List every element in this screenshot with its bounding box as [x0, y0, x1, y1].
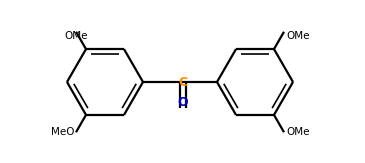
Text: OMe: OMe	[286, 31, 310, 41]
Text: O: O	[178, 96, 188, 109]
Text: OMe: OMe	[64, 31, 88, 41]
Text: OMe: OMe	[286, 127, 310, 137]
Text: MeO: MeO	[50, 127, 74, 137]
Text: C: C	[178, 75, 188, 89]
